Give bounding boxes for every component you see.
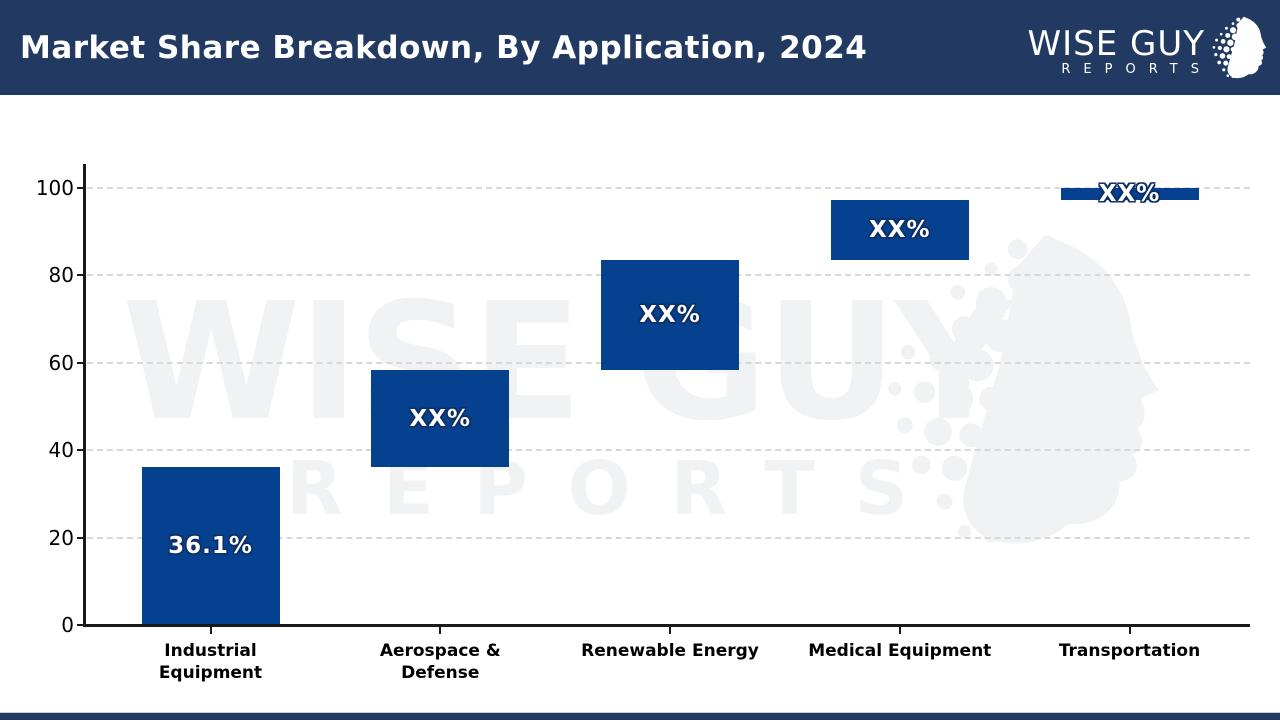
bar-medical-equipment: XX%: [830, 199, 969, 261]
y-axis-tick: [77, 186, 85, 189]
footer-bar: [0, 713, 1280, 720]
y-axis-tick-label: 80: [48, 263, 74, 287]
x-axis-tick: [439, 626, 442, 634]
logo-head-icon: [1204, 7, 1270, 89]
x-axis-tick: [209, 626, 212, 634]
y-axis-tick-label: 0: [61, 613, 74, 637]
header-bar: Market Share Breakdown, By Application, …: [0, 0, 1280, 95]
bar-value-label: 36.1%: [168, 533, 253, 560]
brand-logo: WISE GUY REPORTS: [1020, 0, 1270, 95]
category-label-industrial-equipment: Industrial Equipment: [158, 641, 263, 684]
category-label-medical-equipment: Medical Equipment: [808, 641, 992, 661]
y-axis-tick: [77, 449, 85, 451]
bar-value-label: XX%: [409, 405, 471, 432]
x-axis-tick: [669, 626, 671, 634]
y-axis-tick: [77, 624, 85, 626]
category-label-renewable-energy: Renewable Energy: [581, 641, 759, 661]
bar-value-label: XX%: [868, 216, 931, 243]
bar-industrial-equipment: 36.1%: [141, 467, 280, 625]
bar-aerospace-defense: XX%: [371, 369, 510, 468]
gridline-y-40: [87, 449, 1250, 451]
y-axis-tick: [77, 274, 85, 276]
gridline-y-20: [87, 536, 1250, 539]
gridline-y-100: [87, 186, 1250, 189]
bar-value-label: XX%: [1098, 180, 1161, 207]
category-label-aerospace-defense: Aerospace & Defense: [379, 641, 501, 684]
logo-wiseguy-text: WISE GUY: [1027, 24, 1205, 64]
y-axis-tick-label: 60: [48, 350, 74, 375]
x-axis-line: [83, 624, 1250, 627]
x-axis-tick: [1128, 626, 1131, 634]
y-axis-tick-label: 40: [48, 438, 74, 462]
footer-divider: [0, 712, 1280, 713]
bar-renewable-energy: XX%: [601, 260, 739, 370]
y-axis-line: [83, 164, 86, 626]
x-axis-tick: [898, 626, 901, 634]
y-axis-tick: [77, 361, 85, 364]
logo-reports-text: REPORTS: [1061, 62, 1212, 77]
y-axis-tick-label: 100: [35, 175, 74, 200]
bar-transportation: XX%: [1060, 181, 1199, 207]
bar-value-label: XX%: [639, 302, 701, 329]
y-axis-tick-label: 20: [48, 525, 74, 550]
category-label-transportation: Transportation: [1058, 641, 1201, 661]
chart-title: Market Share Breakdown, By Application, …: [20, 29, 868, 66]
y-axis-tick: [77, 536, 85, 539]
